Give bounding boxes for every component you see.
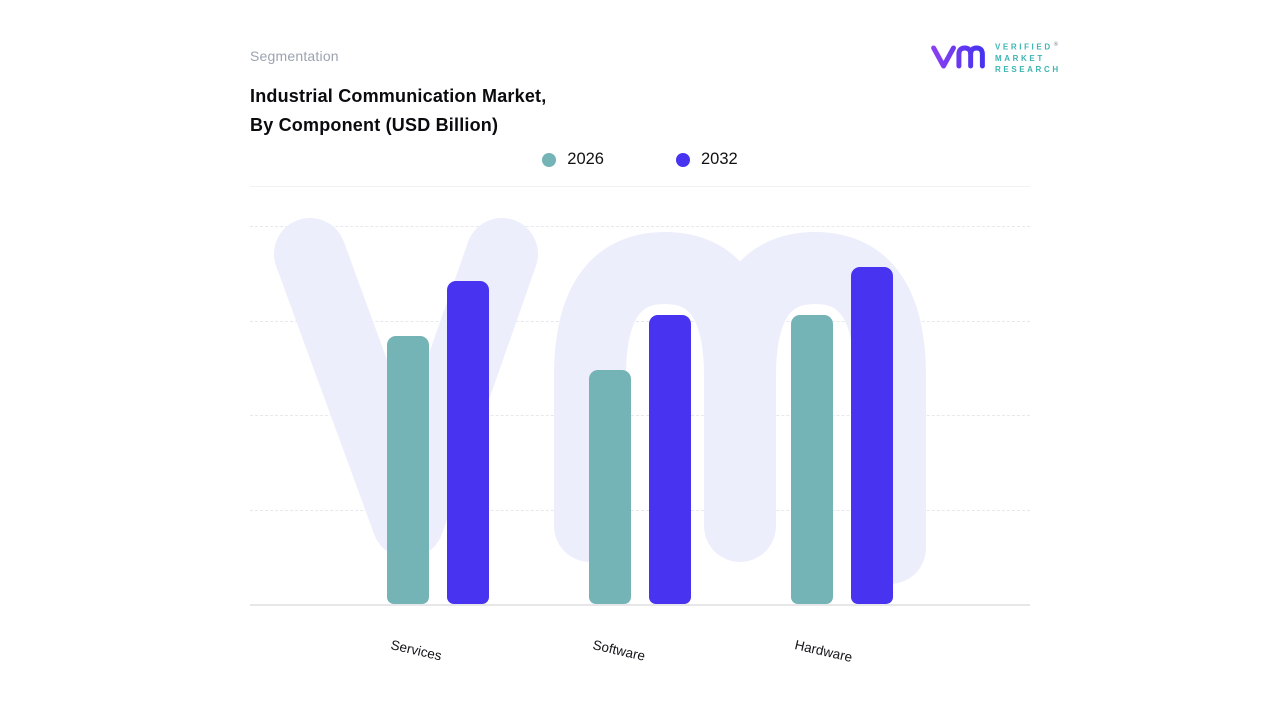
vmr-logo: VERIFIED® MARKET RESEARCH (930, 40, 1061, 75)
vmr-logo-text: VERIFIED® MARKET RESEARCH (995, 40, 1061, 75)
bar-2026-services (387, 335, 429, 604)
section-label: Segmentation (250, 48, 339, 64)
legend-item-2032: 2032 (676, 150, 738, 169)
bar-2026-software (589, 370, 631, 604)
gridline (250, 226, 1030, 227)
bar-chart: Services Software Hardware (250, 218, 1030, 665)
bar-2026-hardware (791, 315, 833, 604)
category-label-software: Software (591, 637, 647, 664)
gridline (250, 320, 1030, 322)
logo-word-verified: VERIFIED (995, 42, 1053, 52)
category-label-services: Services (389, 637, 444, 664)
legend-item-2026: 2026 (542, 150, 604, 169)
chart-title-line2: By Component (USD Billion) (250, 115, 499, 135)
category-label-hardware: Hardware (793, 637, 854, 665)
legend-dot-2026 (542, 152, 557, 167)
chart-legend: 2026 2032 (250, 150, 1030, 169)
registered-trademark: ® (1053, 42, 1059, 48)
legend-label-2026: 2026 (567, 150, 604, 168)
logo-word-research: RESEARCH (995, 64, 1061, 74)
bar-2032-services (447, 280, 489, 604)
vmr-logo-mark-icon (931, 45, 985, 69)
bar-group-hardware: Hardware (791, 226, 893, 665)
bar-group-services: Services (387, 226, 489, 663)
gridline (250, 509, 1030, 511)
bars-container: Services Software Hardware (250, 226, 1030, 665)
legend-dot-2032 (676, 152, 690, 167)
chart-title-line1: Industrial Communication Market, (250, 86, 547, 106)
bar-2032-hardware (851, 267, 893, 604)
bar-2032-software (649, 315, 691, 604)
bar-group-software: Software (589, 226, 691, 664)
legend-label-2032: 2032 (701, 150, 738, 168)
logo-word-market: MARKET (995, 53, 1045, 63)
chart-title: Industrial Communication Market, By Comp… (250, 82, 546, 140)
gridline (250, 415, 1030, 416)
header-divider (250, 186, 1030, 187)
